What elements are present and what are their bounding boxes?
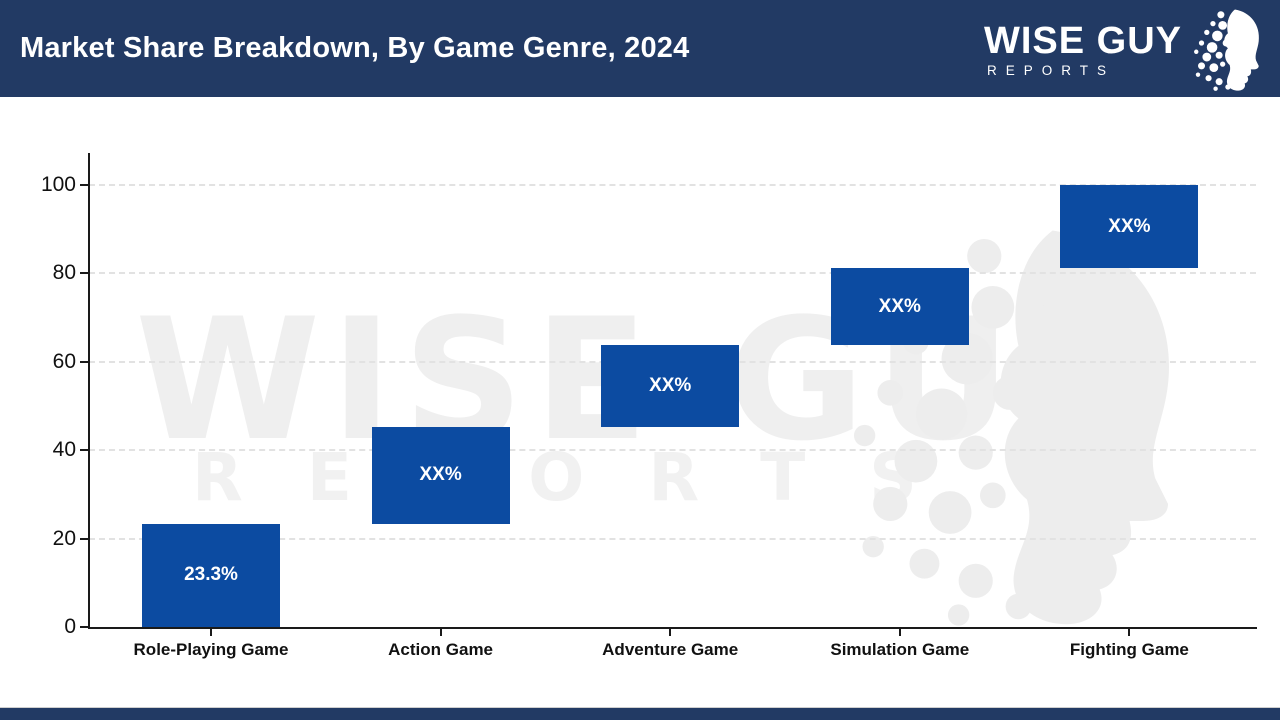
- y-axis-tick-20: [80, 537, 88, 540]
- category-label: Action Game: [388, 640, 494, 659]
- x-axis-tick: [669, 629, 672, 636]
- x-axis-tick: [898, 629, 901, 636]
- gridline-40: [89, 449, 1256, 452]
- category-label: Role-Playing Game: [133, 640, 289, 659]
- brand-logo: WISE GUY REPORTS: [984, 6, 1272, 94]
- category-label: Fighting Game: [1069, 640, 1189, 659]
- bar-segment: XX%: [601, 345, 740, 427]
- y-axis-tick-label: 60: [52, 349, 76, 373]
- y-axis-tick-label: 80: [52, 261, 76, 285]
- y-axis-tick-label: 0: [64, 615, 76, 638]
- y-axis-tick-label: 20: [52, 526, 76, 550]
- bar-value-label: XX%: [878, 295, 921, 317]
- bar-segment: XX%: [830, 268, 969, 346]
- y-axis-tick-80: [80, 272, 88, 275]
- bar-value-label: XX%: [1108, 215, 1151, 237]
- y-axis-tick-label: 100: [40, 173, 76, 196]
- category-label: Simulation Game: [830, 640, 970, 659]
- y-axis-tick-label: 40: [52, 438, 76, 462]
- header-bar: Market Share Breakdown, By Game Genre, 2…: [0, 0, 1280, 97]
- x-axis-tick: [439, 629, 442, 636]
- logo-head-icon: [1194, 9, 1259, 91]
- bar-value-label: XX%: [419, 464, 462, 486]
- gridline-80: [89, 272, 1256, 275]
- category-label: Adventure Game: [602, 640, 739, 659]
- gridline-20: [89, 537, 1256, 540]
- y-axis-line: [88, 153, 90, 629]
- bar-segment: XX%: [1060, 185, 1199, 269]
- bar-segment: 23.3%: [142, 524, 280, 627]
- y-axis-tick-100: [80, 184, 88, 186]
- y-axis-tick-40: [80, 449, 88, 452]
- x-axis-tick: [1128, 629, 1131, 636]
- chart-area: WISE GUY REPORTS 0 20 40 60 80 100 Role-Playin…: [0, 97, 1280, 707]
- gridline-100: [89, 184, 1256, 186]
- bar-value-label: XX%: [649, 375, 692, 397]
- footer-bar: [0, 707, 1280, 720]
- y-axis-tick-0: [80, 626, 88, 628]
- y-axis-tick-60: [80, 360, 88, 363]
- x-axis-tick: [210, 629, 212, 636]
- x-axis-line: [88, 627, 1257, 629]
- bar-segment: XX%: [371, 426, 510, 524]
- logo-wordmark-line1: WISE GUY: [983, 20, 1182, 62]
- logo-wordmark: WISE GUY REPORTS: [984, 22, 1182, 78]
- logo-wordmark-line2: REPORTS: [986, 63, 1115, 78]
- page-title: Market Share Breakdown, By Game Genre, 2…: [20, 32, 690, 64]
- waterfall-chart: 0 20 40 60 80 100 Role-Playing Game Action Game…: [0, 97, 1280, 707]
- bar-value-label: 23.3%: [184, 564, 238, 586]
